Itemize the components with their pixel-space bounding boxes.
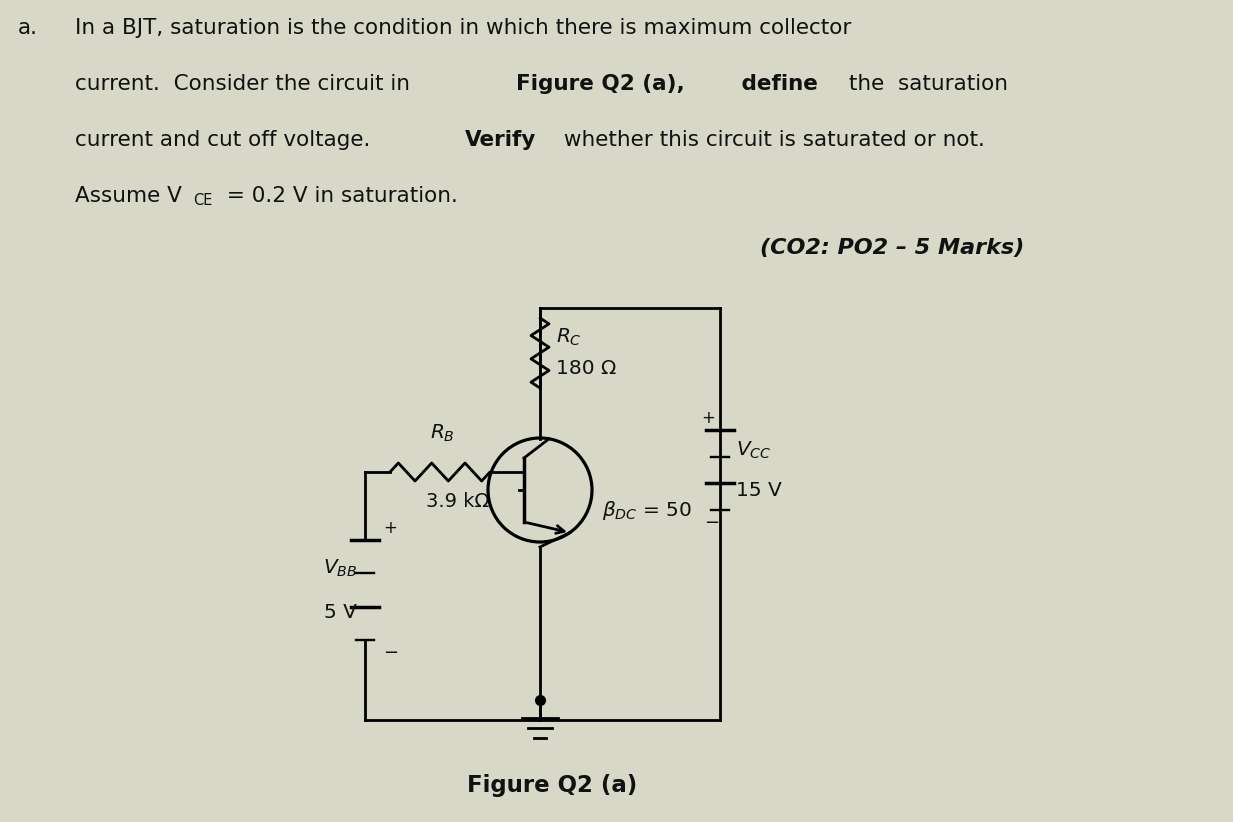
Text: Figure Q2 (a): Figure Q2 (a) (467, 774, 637, 797)
Text: +: + (702, 409, 715, 427)
Text: −: − (383, 644, 398, 662)
Text: 5 V: 5 V (324, 603, 358, 621)
Text: 3.9 kΩ: 3.9 kΩ (425, 492, 490, 511)
Text: $\beta_{DC}$ = 50: $\beta_{DC}$ = 50 (602, 498, 692, 521)
Text: CE: CE (194, 193, 212, 208)
Text: the  saturation: the saturation (842, 74, 1009, 94)
Text: +: + (383, 519, 397, 537)
Text: current and cut off voltage.: current and cut off voltage. (75, 130, 377, 150)
Text: (CO2: PO2 – 5 Marks): (CO2: PO2 – 5 Marks) (760, 238, 1025, 258)
Text: = 0.2 V in saturation.: = 0.2 V in saturation. (219, 186, 457, 206)
Text: $V_{CC}$: $V_{CC}$ (736, 439, 772, 460)
Text: a.: a. (18, 18, 38, 38)
Text: define: define (734, 74, 817, 94)
Text: 15 V: 15 V (736, 481, 782, 500)
Text: Verify: Verify (465, 130, 536, 150)
Text: $R_B$: $R_B$ (430, 423, 455, 444)
Text: whether this circuit is saturated or not.: whether this circuit is saturated or not… (557, 130, 985, 150)
Text: In a BJT, saturation is the condition in which there is maximum collector: In a BJT, saturation is the condition in… (75, 18, 851, 38)
Text: 180 Ω: 180 Ω (556, 359, 616, 378)
Text: Assume V: Assume V (75, 186, 182, 206)
Text: −: − (704, 514, 719, 532)
Text: $V_{BB}$: $V_{BB}$ (323, 557, 358, 579)
Text: $R_C$: $R_C$ (556, 326, 582, 348)
Text: Figure Q2 (a),: Figure Q2 (a), (517, 74, 684, 94)
Text: current.  Consider the circuit in: current. Consider the circuit in (75, 74, 417, 94)
